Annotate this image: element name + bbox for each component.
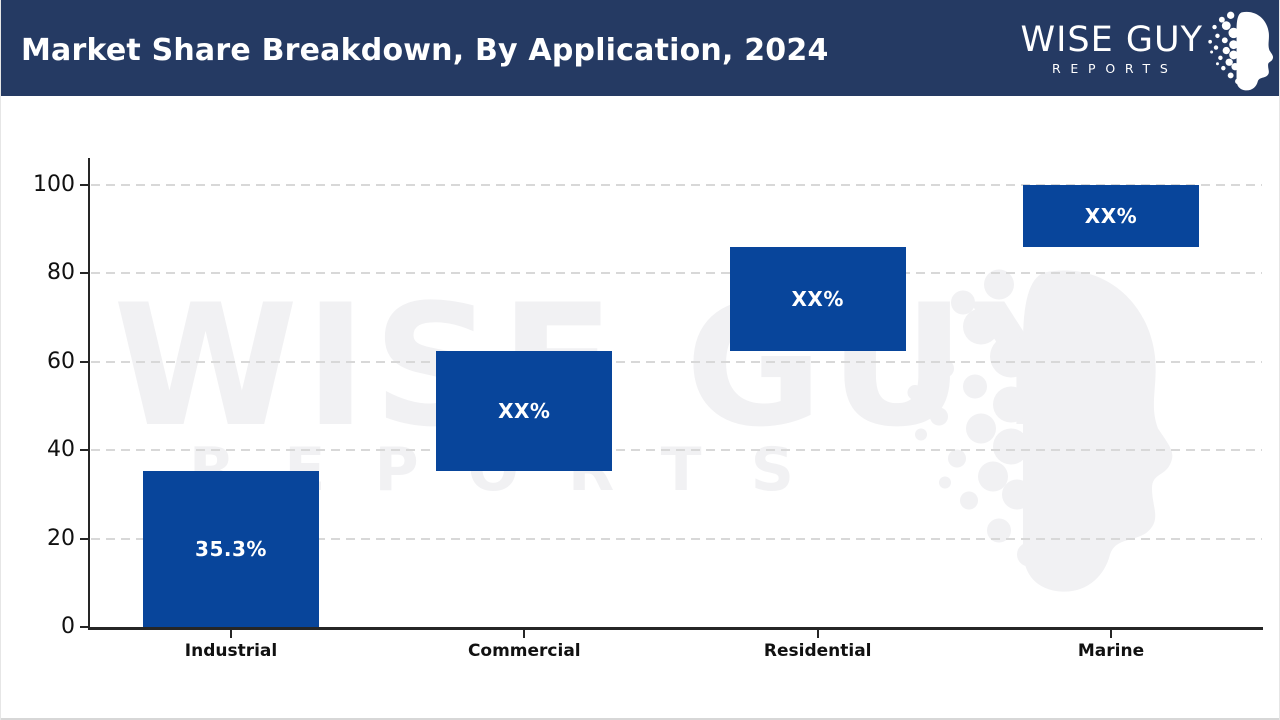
x-tick-mark-industrial	[230, 629, 232, 638]
x-tick-label-industrial: Industrial	[184, 641, 278, 661]
brand-name: WISE GUY	[1020, 20, 1203, 60]
y-tick-mark-60	[80, 360, 89, 363]
bar-value-label: 35.3%	[195, 536, 267, 561]
x-tick-mark-commercial	[523, 629, 526, 638]
brand-head-icon	[1208, 11, 1274, 91]
y-tick-label-60: 60	[47, 348, 75, 374]
y-tick-mark-20	[80, 537, 89, 540]
bar-value-label: XX%	[1084, 203, 1138, 228]
y-tick-mark-80	[80, 272, 89, 275]
gridline-100	[91, 184, 1262, 186]
chart-title: Market Share Breakdown, By Application, …	[21, 33, 829, 68]
y-tick-mark-0	[80, 626, 89, 628]
bar-industrial: 35.3%	[143, 470, 319, 627]
bar-residential: XX%	[729, 246, 906, 352]
header: Market Share Breakdown, By Application, …	[1, 0, 1279, 96]
gridline-80	[91, 272, 1262, 275]
bar-marine: XX%	[1023, 185, 1199, 247]
x-tick-label-commercial: Commercial	[467, 641, 581, 661]
y-tick-label-0: 0	[61, 614, 75, 639]
watermark-head-icon	[907, 269, 1173, 592]
y-tick-mark-100	[80, 184, 89, 186]
gridline-60	[91, 360, 1262, 363]
y-tick-label-80: 80	[47, 260, 75, 286]
x-tick-mark-residential	[816, 629, 819, 638]
x-tick-mark-marine	[1110, 629, 1112, 638]
brand-text: WISE GUY REPORTS	[1020, 22, 1203, 76]
bar-commercial: XX%	[436, 351, 613, 471]
gridline-40	[91, 449, 1262, 452]
y-axis-spine	[88, 158, 90, 629]
bottom-border	[1, 718, 1279, 720]
x-tick-label-residential: Residential	[763, 641, 872, 661]
brand-logo: WISE GUY REPORTS	[1020, 4, 1275, 94]
y-tick-mark-40	[80, 449, 89, 452]
bar-value-label: XX%	[498, 399, 551, 424]
y-tick-label-40: 40	[47, 437, 75, 463]
x-axis-spine	[88, 627, 1263, 630]
y-tick-label-20: 20	[47, 525, 75, 551]
x-tick-label-marine: Marine	[1077, 641, 1145, 661]
bar-value-label: XX%	[791, 287, 844, 312]
y-tick-label-100: 100	[33, 172, 75, 197]
gridline-20	[91, 537, 1262, 540]
brand-subtitle: REPORTS	[1051, 60, 1178, 76]
